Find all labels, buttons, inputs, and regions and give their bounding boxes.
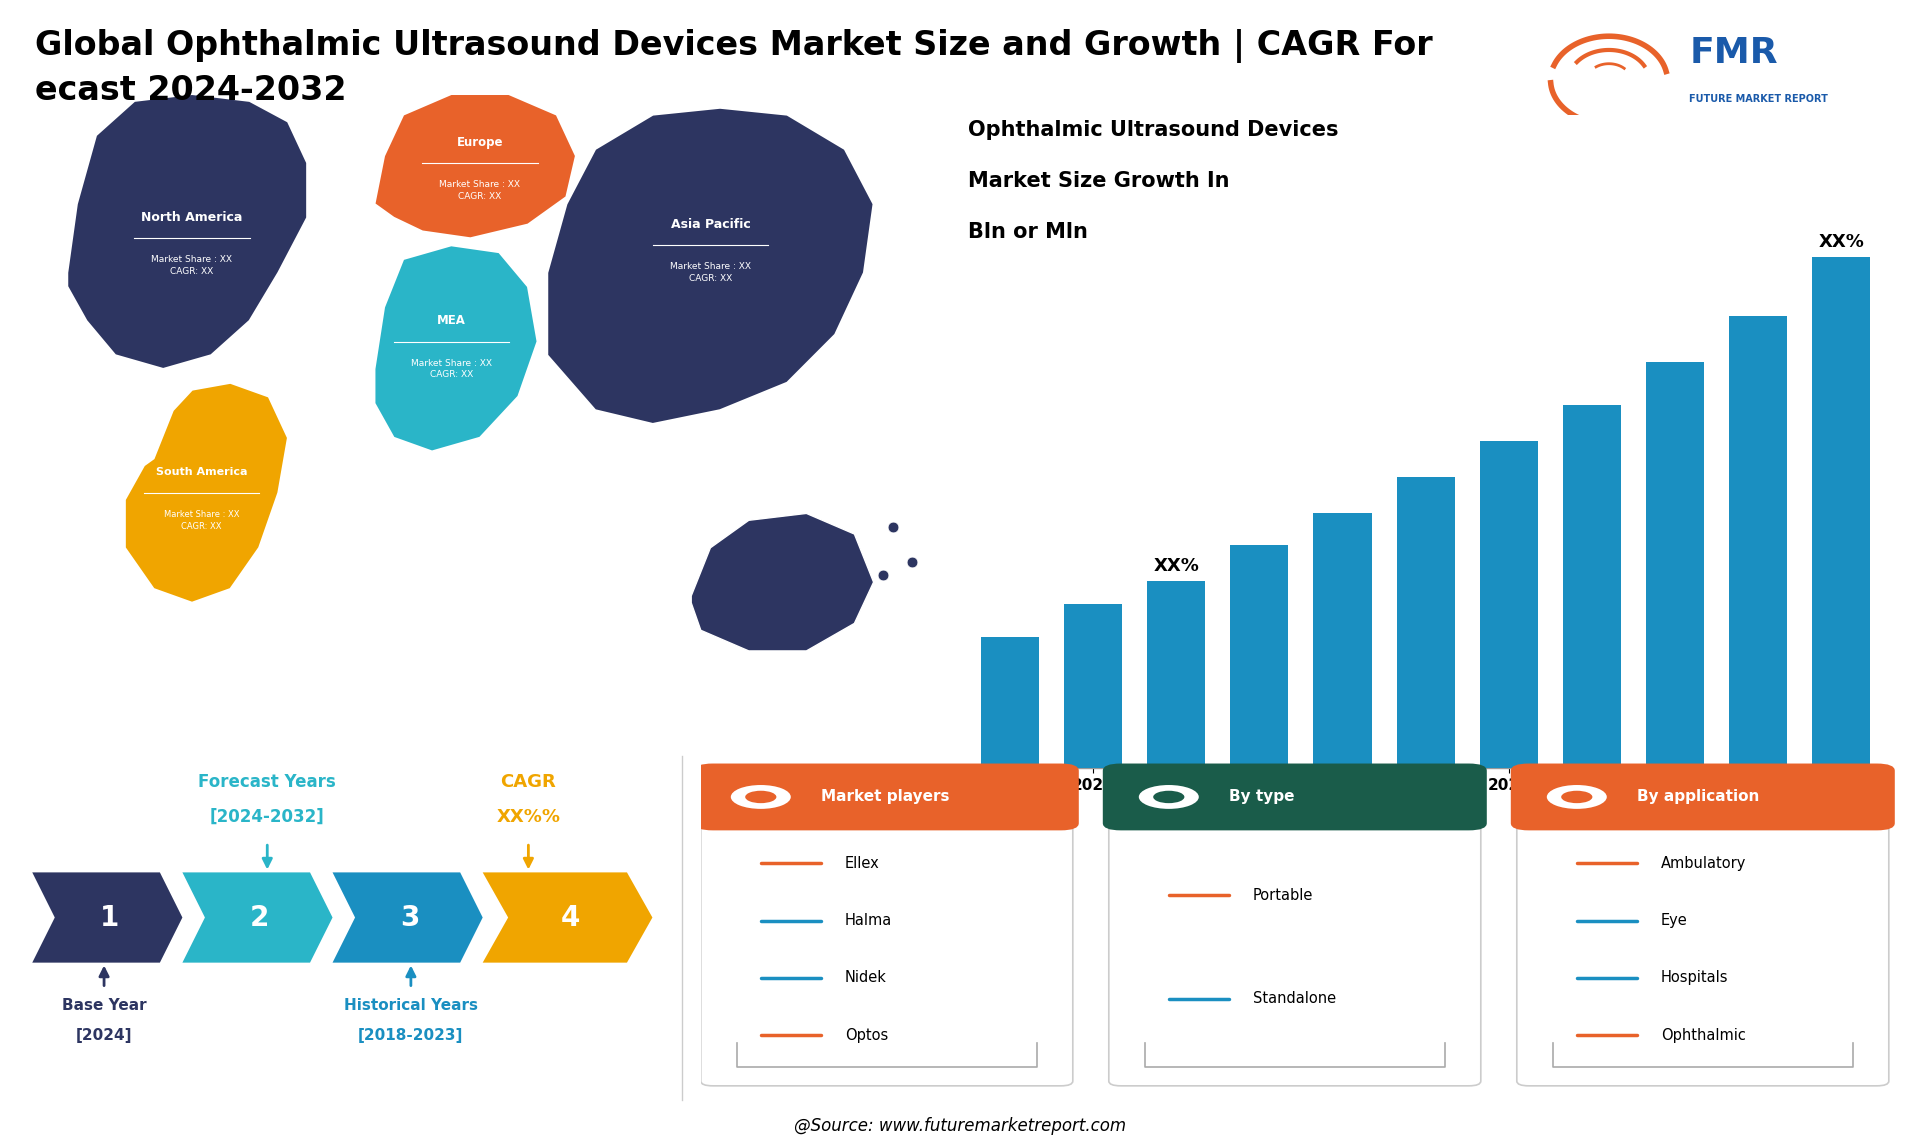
- Polygon shape: [374, 94, 576, 238]
- Text: Forecast Years: Forecast Years: [198, 774, 336, 791]
- Polygon shape: [332, 872, 482, 963]
- Bar: [1396, 477, 1455, 768]
- Text: XX%%: XX%%: [497, 808, 561, 825]
- Bar: [1146, 581, 1206, 768]
- Bar: [1313, 512, 1371, 768]
- Text: XX%: XX%: [1818, 233, 1864, 251]
- Text: FUTURE MARKET REPORT: FUTURE MARKET REPORT: [1690, 94, 1828, 104]
- Text: Market players: Market players: [822, 790, 948, 804]
- Text: South America: South America: [156, 468, 248, 477]
- Text: Base Year: Base Year: [61, 998, 146, 1013]
- FancyBboxPatch shape: [1110, 818, 1480, 1086]
- Polygon shape: [67, 94, 307, 369]
- FancyBboxPatch shape: [1511, 763, 1895, 831]
- Circle shape: [1548, 785, 1607, 809]
- Text: 1: 1: [100, 903, 119, 932]
- Circle shape: [1139, 785, 1198, 809]
- Text: [2024-2032]: [2024-2032]: [209, 808, 324, 825]
- Bar: [1645, 362, 1705, 768]
- Polygon shape: [374, 245, 538, 452]
- Bar: [1064, 604, 1121, 768]
- Text: Global Ophthalmic Ultrasound Devices Market Size and Growth | CAGR For: Global Ophthalmic Ultrasound Devices Mar…: [35, 29, 1432, 63]
- Text: Market Share : XX
CAGR: XX: Market Share : XX CAGR: XX: [163, 510, 240, 531]
- Text: Market Share : XX
CAGR: XX: Market Share : XX CAGR: XX: [670, 262, 751, 283]
- Polygon shape: [33, 872, 182, 963]
- Point: [877, 518, 908, 536]
- Text: Market Share : XX
CAGR: XX: Market Share : XX CAGR: XX: [440, 180, 520, 201]
- Text: CAGR: CAGR: [501, 774, 557, 791]
- Text: Halma: Halma: [845, 913, 893, 928]
- Text: Market Size Growth In: Market Size Growth In: [968, 171, 1231, 190]
- Text: FMR: FMR: [1690, 36, 1778, 70]
- Polygon shape: [182, 872, 332, 963]
- Text: Bln or Mln: Bln or Mln: [968, 222, 1089, 242]
- Text: 3: 3: [399, 903, 420, 932]
- Text: By type: By type: [1229, 790, 1294, 804]
- Point: [868, 566, 899, 584]
- Text: MEA: MEA: [436, 314, 467, 328]
- Text: Market Share : XX
CAGR: XX: Market Share : XX CAGR: XX: [152, 256, 232, 276]
- Text: @Source: www.futuremarketreport.com: @Source: www.futuremarketreport.com: [795, 1116, 1125, 1135]
- Text: Ophthalmic: Ophthalmic: [1661, 1028, 1745, 1043]
- Text: Portable: Portable: [1252, 888, 1313, 903]
- Text: By application: By application: [1636, 790, 1759, 804]
- Circle shape: [732, 785, 791, 809]
- Point: [897, 552, 927, 571]
- Bar: [981, 637, 1039, 768]
- Text: Ophthalmic Ultrasound Devices: Ophthalmic Ultrasound Devices: [968, 119, 1338, 140]
- FancyBboxPatch shape: [695, 763, 1079, 831]
- Text: Market Share : XX
CAGR: XX: Market Share : XX CAGR: XX: [411, 359, 492, 379]
- Text: Europe: Europe: [457, 135, 503, 149]
- Text: North America: North America: [142, 211, 242, 225]
- Text: Hospitals: Hospitals: [1661, 971, 1728, 986]
- Text: 4: 4: [561, 903, 580, 932]
- Text: ecast 2024-2032: ecast 2024-2032: [35, 74, 346, 108]
- Text: Optos: Optos: [845, 1028, 889, 1043]
- FancyBboxPatch shape: [701, 818, 1073, 1086]
- Bar: [1730, 316, 1788, 768]
- Text: Historical Years: Historical Years: [344, 998, 478, 1013]
- Circle shape: [1561, 791, 1592, 803]
- Circle shape: [1154, 791, 1185, 803]
- Text: [2018-2023]: [2018-2023]: [359, 1028, 463, 1043]
- Bar: [1563, 405, 1620, 768]
- Bar: [1812, 258, 1870, 768]
- Polygon shape: [125, 383, 288, 603]
- Polygon shape: [482, 872, 653, 963]
- Text: XX%: XX%: [1154, 557, 1200, 575]
- Text: Eye: Eye: [1661, 913, 1688, 928]
- Text: Standalone: Standalone: [1252, 991, 1336, 1006]
- Polygon shape: [547, 108, 874, 424]
- FancyBboxPatch shape: [1102, 763, 1486, 831]
- Text: Ambulatory: Ambulatory: [1661, 856, 1745, 871]
- Text: Asia Pacific: Asia Pacific: [670, 218, 751, 231]
- FancyBboxPatch shape: [1517, 818, 1889, 1086]
- Text: [2024]: [2024]: [75, 1028, 132, 1043]
- Text: Nidek: Nidek: [845, 971, 887, 986]
- Text: Ellex: Ellex: [845, 856, 879, 871]
- Bar: [1480, 441, 1538, 768]
- Polygon shape: [691, 513, 874, 651]
- Bar: [1231, 545, 1288, 768]
- Circle shape: [745, 791, 776, 803]
- Text: 2: 2: [250, 903, 269, 932]
